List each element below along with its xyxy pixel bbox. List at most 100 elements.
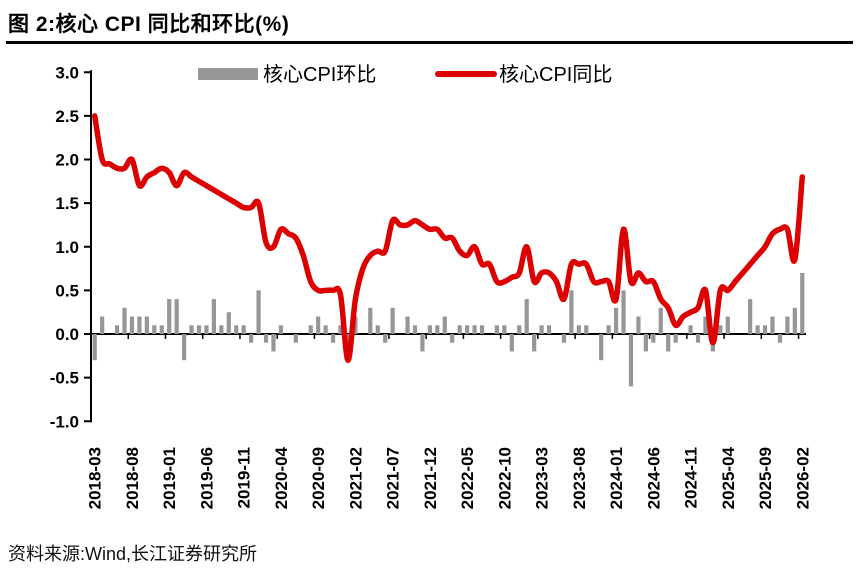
mom-bar (114, 325, 120, 334)
chart-title: 图 2:核心 CPI 同比和环比(%) (8, 13, 290, 36)
mom-bar (353, 316, 358, 334)
mom-bar (703, 316, 708, 334)
mom-bar (182, 334, 187, 361)
mom-bar (755, 325, 760, 334)
x-tick-label: 2019-11 (235, 447, 254, 508)
mom-bar (539, 325, 544, 334)
mom-bar (249, 334, 254, 343)
title-underline (6, 41, 853, 44)
x-tick-label: 2024-11 (682, 447, 701, 508)
mom-bar (628, 334, 634, 387)
mom-bar (219, 325, 224, 334)
y-tick-label: 1.5 (55, 194, 79, 213)
mom-bar (695, 334, 701, 343)
mom-bar (144, 316, 149, 334)
x-tick-label: 2018-03 (86, 447, 105, 509)
y-tick-label: -0.5 (50, 369, 79, 388)
mom-bar (129, 316, 135, 334)
mom-bar (748, 299, 753, 334)
mom-bar (100, 316, 105, 334)
mom-bar (636, 316, 641, 334)
mom-bar (293, 334, 298, 343)
mom-bar (792, 307, 797, 334)
mom-bar (435, 325, 440, 334)
mom-bar (234, 325, 239, 334)
mom-bar (725, 316, 730, 334)
x-tick-label: 2022-10 (495, 447, 514, 509)
mom-bar (524, 299, 529, 334)
mom-bar (494, 325, 500, 334)
mom-bar (532, 334, 537, 352)
mom-bar (613, 307, 619, 334)
mom-bar (688, 325, 693, 334)
mom-bar (167, 299, 172, 334)
mom-bar (420, 334, 425, 352)
mom-bar (159, 325, 164, 334)
mom-bar (762, 325, 768, 334)
mom-bar (263, 334, 269, 343)
legend-label-mom: 核心CPI环比 (263, 64, 377, 86)
x-tick-label: 2021-12 (421, 447, 440, 509)
mom-bar (271, 334, 276, 352)
y-tick-label: 1.0 (55, 238, 79, 257)
y-tick-label: 0.0 (55, 325, 79, 344)
mom-bar (189, 325, 194, 334)
x-tick-label: 2026-02 (793, 447, 812, 509)
mom-bar (509, 334, 514, 352)
mom-bar (196, 325, 202, 334)
mom-bar (427, 325, 432, 334)
mom-bar (137, 316, 142, 334)
x-tick-label: 2023-03 (533, 447, 552, 509)
mom-bar (412, 325, 418, 334)
mom-bar (517, 325, 522, 334)
mom-bar (546, 325, 552, 334)
x-tick-label: 2025-09 (756, 447, 775, 509)
mom-bar (606, 325, 611, 334)
x-tick-label: 2023-08 (570, 447, 589, 509)
mom-bar (338, 325, 343, 334)
x-tick-label: 2021-07 (384, 447, 403, 509)
y-tick-label: 3.0 (55, 63, 79, 82)
mom-bar (457, 325, 462, 334)
mom-bar (621, 290, 626, 335)
mom-bar (472, 325, 477, 334)
x-tick-label: 2025-04 (719, 446, 738, 509)
mom-bar (584, 325, 589, 334)
mom-bar (777, 334, 783, 343)
mom-bar (658, 307, 663, 334)
mom-bar (405, 316, 410, 334)
mom-bar (718, 325, 723, 334)
legend-line-swatch (435, 71, 497, 77)
mom-bar (256, 290, 261, 335)
mom-bar (442, 316, 447, 334)
mom-bar (122, 307, 127, 334)
mom-bar (450, 334, 455, 343)
mom-bar (673, 334, 678, 343)
mom-bar (643, 334, 648, 352)
mom-bar (800, 272, 805, 334)
x-tick-label: 2020-04 (272, 446, 291, 509)
mom-bar (241, 325, 246, 334)
mom-bar (576, 325, 581, 334)
mom-bar (316, 316, 321, 334)
mom-bar (383, 334, 388, 343)
mom-bar (375, 325, 380, 334)
mom-bar (651, 334, 656, 343)
mom-bar (502, 325, 507, 334)
mom-bar (770, 316, 775, 334)
y-tick-label: 0.5 (55, 281, 79, 300)
legend-bar-swatch (198, 68, 258, 80)
legend-label-yoy: 核心CPI同比 (499, 64, 613, 86)
x-tick-label: 2024-06 (644, 447, 663, 509)
mom-bar (92, 334, 97, 361)
mom-bar (785, 316, 790, 334)
mom-bar (308, 325, 313, 334)
x-tick-label: 2019-06 (197, 447, 216, 509)
mom-bar (569, 290, 574, 335)
x-tick-label: 2020-09 (309, 447, 328, 509)
mom-bar (323, 325, 328, 334)
mom-bar (152, 325, 157, 334)
y-tick-label: 2.5 (55, 107, 79, 126)
